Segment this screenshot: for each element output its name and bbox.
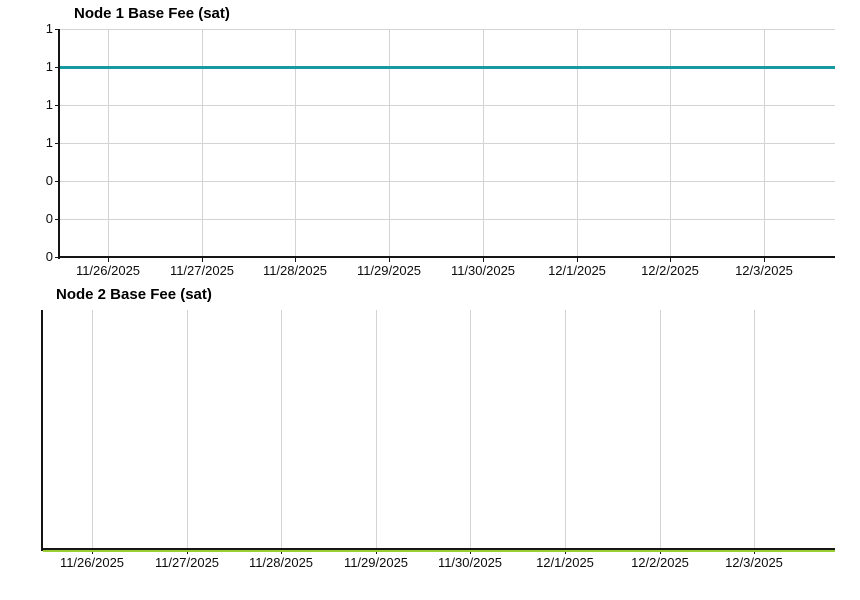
- y-axis-line: [41, 310, 43, 551]
- x-tick-label: 12/3/2025: [725, 555, 783, 570]
- gridline-vertical: [92, 310, 93, 549]
- x-axis-tick-mark: [670, 257, 671, 262]
- x-axis-tick-mark: [764, 257, 765, 262]
- y-tick-label: 1: [45, 21, 53, 36]
- gridline-vertical: [660, 310, 661, 549]
- gridline-vertical: [565, 310, 566, 549]
- y-axis-tick-mark: [55, 143, 60, 144]
- x-tick-label: 11/26/2025: [59, 555, 125, 570]
- x-axis-line: [58, 256, 835, 258]
- x-axis-line: [41, 548, 835, 550]
- gridline-vertical: [281, 310, 282, 549]
- x-tick-label: 12/2/2025: [631, 555, 689, 570]
- x-tick-label: 11/26/2025: [75, 263, 141, 278]
- y-tick-label: 1: [45, 135, 53, 150]
- gridline-horizontal: [60, 105, 835, 106]
- chart-node1-title: Node 1 Base Fee (sat): [74, 5, 230, 22]
- x-axis-tick-mark: [483, 257, 484, 262]
- gridline-vertical: [202, 29, 203, 257]
- y-tick-label: 0: [45, 173, 53, 188]
- gridline-vertical: [389, 29, 390, 257]
- y-axis-tick-mark: [55, 105, 60, 106]
- y-axis-tick-mark: [55, 67, 60, 68]
- x-tick-label: 11/28/2025: [248, 555, 314, 570]
- x-tick-label: 12/3/2025: [735, 263, 793, 278]
- series-line-node2: [43, 550, 835, 552]
- gridline-vertical: [670, 29, 671, 257]
- gridline-horizontal: [60, 143, 835, 144]
- x-tick-label: 12/1/2025: [548, 263, 606, 278]
- gridline-vertical: [764, 29, 765, 257]
- x-axis-tick-mark: [295, 257, 296, 262]
- x-tick-label: 11/30/2025: [450, 263, 516, 278]
- y-tick-label: 1: [45, 59, 53, 74]
- y-tick-label: 0: [45, 249, 53, 264]
- gridline-horizontal: [60, 219, 835, 220]
- y-axis-line: [58, 29, 60, 259]
- x-axis-tick-mark: [202, 257, 203, 262]
- x-tick-label: 11/29/2025: [356, 263, 422, 278]
- x-tick-label: 12/2/2025: [641, 263, 699, 278]
- gridline-vertical: [754, 310, 755, 549]
- y-axis-tick-mark: [55, 257, 60, 258]
- x-tick-label: 11/30/2025: [437, 555, 503, 570]
- gridline-vertical: [577, 29, 578, 257]
- y-axis-tick-mark: [55, 219, 60, 220]
- gridline-horizontal: [60, 29, 835, 30]
- x-axis-tick-mark: [389, 257, 390, 262]
- x-axis-tick-mark: [108, 257, 109, 262]
- x-tick-label: 11/29/2025: [343, 555, 409, 570]
- gridline-vertical: [376, 310, 377, 549]
- y-tick-label: 0: [45, 211, 53, 226]
- x-tick-label: 11/28/2025: [262, 263, 328, 278]
- x-tick-label: 12/1/2025: [536, 555, 594, 570]
- x-tick-label: 11/27/2025: [169, 263, 235, 278]
- x-axis-tick-mark: [577, 257, 578, 262]
- y-tick-label: 1: [45, 97, 53, 112]
- gridline-vertical: [295, 29, 296, 257]
- y-axis-tick-mark: [55, 29, 60, 30]
- gridline-vertical: [108, 29, 109, 257]
- gridline-vertical: [470, 310, 471, 549]
- series-line-node1: [60, 66, 835, 69]
- x-tick-label: 11/27/2025: [154, 555, 220, 570]
- chart-node2-title: Node 2 Base Fee (sat): [56, 286, 212, 303]
- gridline-vertical: [483, 29, 484, 257]
- gridline-vertical: [187, 310, 188, 549]
- y-axis-tick-mark: [55, 181, 60, 182]
- gridline-horizontal: [60, 181, 835, 182]
